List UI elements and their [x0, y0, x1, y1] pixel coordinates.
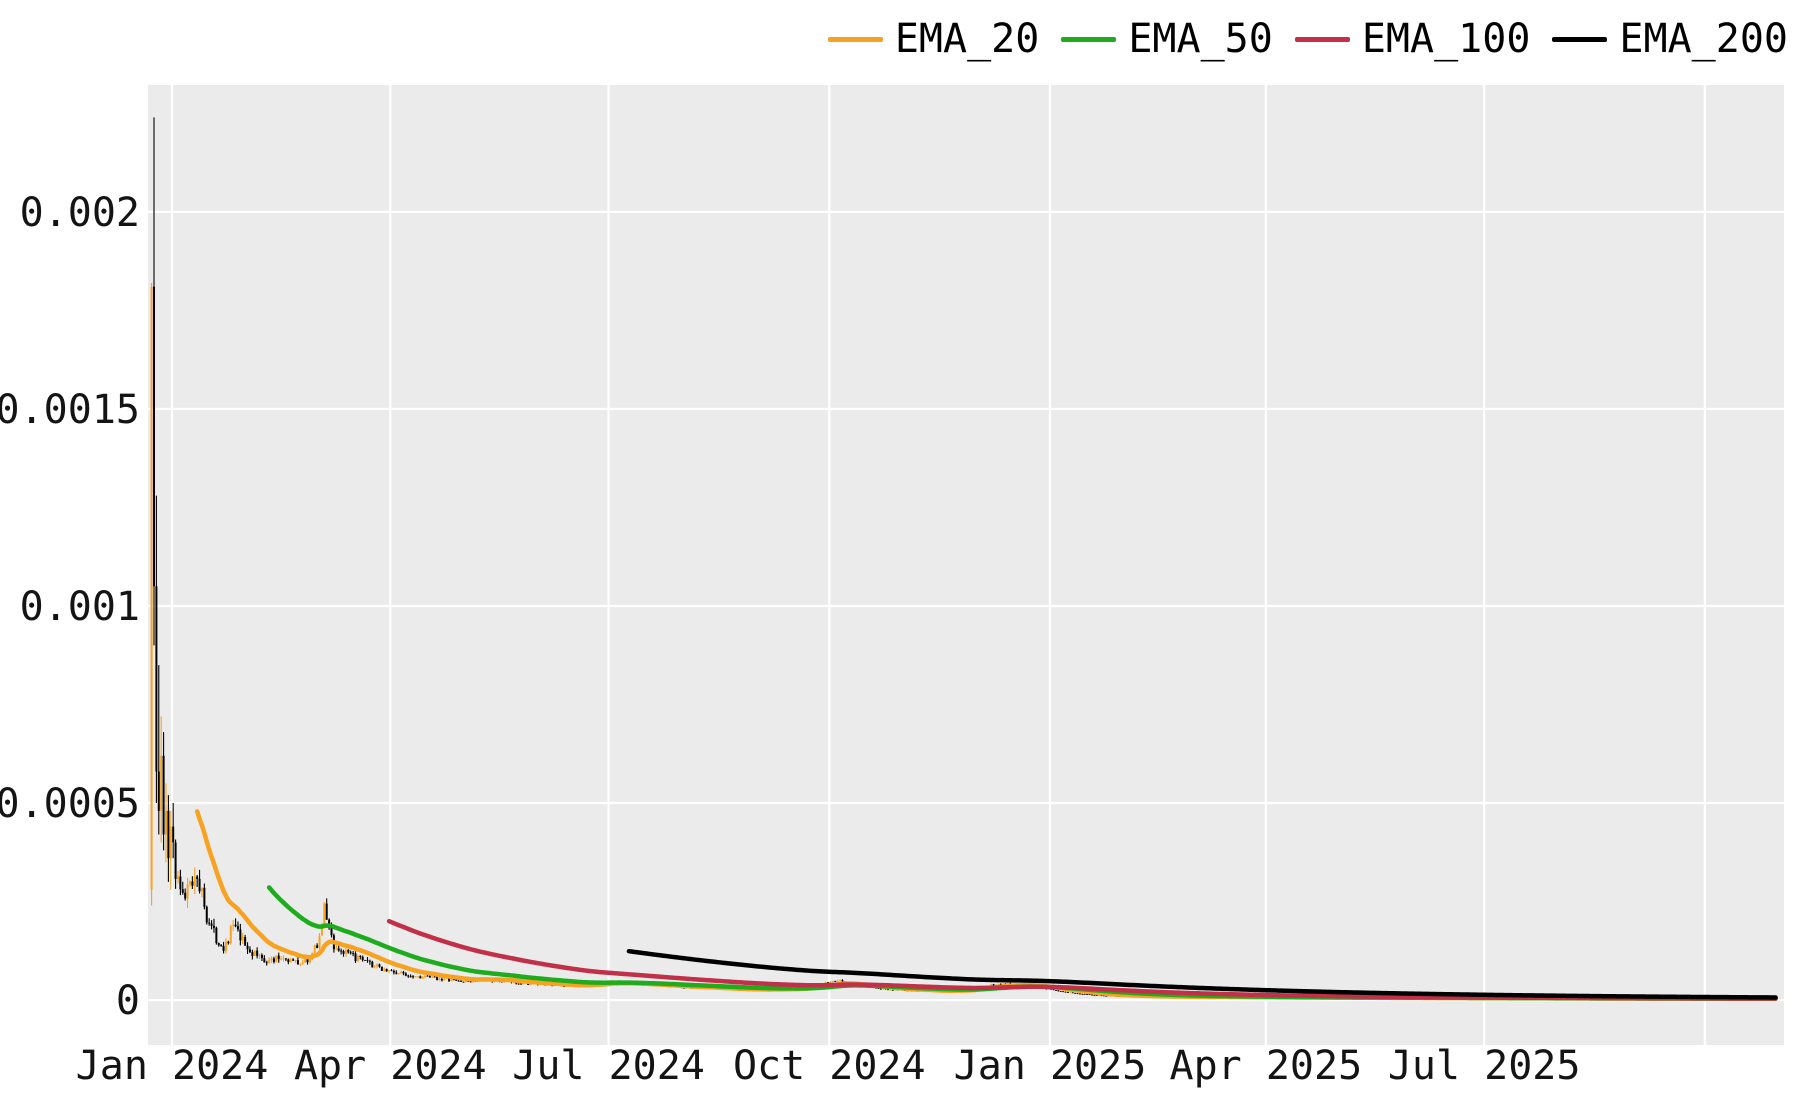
- legend-label-ema_50: EMA_50: [1128, 16, 1273, 62]
- y-axis-labels: 0 0.0005 0.001 0.0015 0.002: [0, 190, 140, 1024]
- x-axis-labels: Jan 2024 Apr 2024 Jul 2024 Oct 2024 Jan 2025…: [76, 1043, 1581, 1089]
- y-tick-label: 0.0005: [0, 781, 140, 827]
- legend-label-ema_100: EMA_100: [1361, 16, 1531, 62]
- legend-item-ema_200: EMA_200: [1552, 16, 1788, 62]
- y-tick-label: 0.002: [20, 190, 140, 236]
- legend-label-ema_200: EMA_200: [1619, 16, 1788, 62]
- legend-label-ema_20: EMA_20: [894, 16, 1040, 62]
- x-tick-label: Oct 2024: [733, 1043, 926, 1089]
- x-tick-label: Apr 2025: [1170, 1043, 1363, 1089]
- legend-item-ema_50: EMA_50: [1061, 16, 1273, 62]
- y-tick-label: 0.001: [20, 584, 140, 630]
- legend-item-ema_100: EMA_100: [1294, 16, 1531, 62]
- legend-swatch-ema_100: [1294, 36, 1350, 42]
- chart-legend: EMA_20 EMA_50 EMA_100 EMA_200: [827, 16, 1788, 62]
- ema-200-line: [626, 948, 1778, 1000]
- gridlines: [148, 85, 1784, 1045]
- x-tick-label: Jul 2025: [1388, 1043, 1581, 1089]
- ema-lines: [194, 809, 1778, 1002]
- y-tick-label: 0.0015: [0, 387, 140, 433]
- x-tick-label: Jan 2025: [954, 1043, 1147, 1089]
- legend-swatch-ema_200: [1552, 36, 1608, 42]
- x-tick-label: Apr 2024: [294, 1043, 487, 1089]
- legend-swatch-ema_20: [827, 36, 883, 42]
- x-tick-label: Jan 2024: [76, 1043, 269, 1089]
- legend-swatch-ema_50: [1061, 36, 1117, 42]
- legend-item-ema_20: EMA_20: [827, 16, 1040, 62]
- y-tick-label: 0: [116, 978, 140, 1024]
- x-tick-label: Jul 2024: [512, 1043, 705, 1089]
- plot-area: [148, 85, 1784, 1045]
